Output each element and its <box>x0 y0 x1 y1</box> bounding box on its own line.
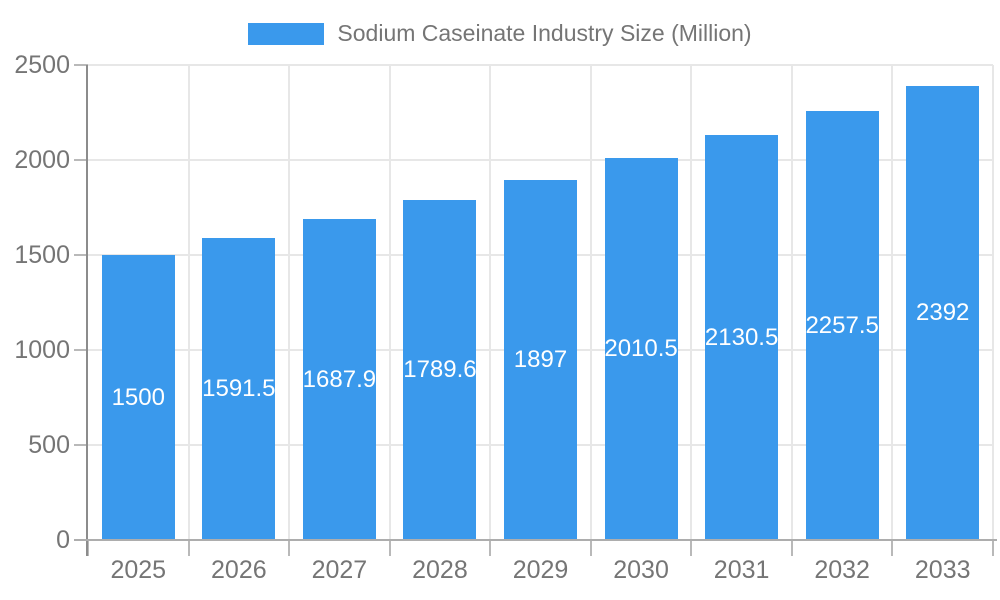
y-tick-label: 1000 <box>14 336 70 364</box>
x-tick-mark <box>187 540 190 556</box>
x-tick-mark <box>388 540 391 556</box>
y-tick-mark <box>74 349 88 351</box>
y-tick-label: 2500 <box>14 51 70 79</box>
x-tick-label: 2029 <box>512 556 569 584</box>
x-tick-mark <box>589 540 592 556</box>
x-tick-mark <box>87 540 89 556</box>
bar[interactable] <box>705 135 779 540</box>
x-tick-label: 2025 <box>110 556 167 584</box>
y-tick-label: 1500 <box>14 241 70 269</box>
x-tick-label: 2032 <box>814 556 870 584</box>
x-tick-mark <box>891 540 894 556</box>
x-tick-mark <box>790 540 793 556</box>
x-tick-label: 2028 <box>412 556 468 584</box>
gridline-horizontal <box>88 64 993 66</box>
gridline-vertical <box>891 65 894 540</box>
gridline-horizontal <box>88 159 993 161</box>
y-axis-line <box>86 65 88 556</box>
x-axis-line <box>74 539 997 541</box>
x-tick-label: 2027 <box>311 556 368 584</box>
y-tick-label: 500 <box>28 431 70 459</box>
gridline-vertical <box>589 65 592 540</box>
x-tick-mark <box>489 540 492 556</box>
bar[interactable] <box>403 200 477 540</box>
legend[interactable]: Sodium Caseinate Industry Size (Million) <box>0 20 1000 47</box>
y-tick-label: 2000 <box>14 146 70 174</box>
x-tick-label: 2026 <box>211 556 267 584</box>
gridline-vertical <box>790 65 793 540</box>
bar[interactable] <box>906 86 980 540</box>
gridline-vertical <box>690 65 693 540</box>
x-tick-label: 2033 <box>914 556 971 584</box>
x-tick-mark <box>690 540 693 556</box>
y-tick-mark <box>74 444 88 446</box>
gridline-vertical <box>388 65 391 540</box>
y-tick-mark <box>74 159 88 161</box>
bar[interactable] <box>302 219 376 540</box>
gridline-vertical <box>489 65 492 540</box>
legend-label: Sodium Caseinate Industry Size (Million) <box>337 20 752 46</box>
gridline-vertical <box>992 65 994 540</box>
bar[interactable] <box>504 180 577 540</box>
x-tick-label: 2031 <box>713 556 770 584</box>
bar[interactable] <box>604 158 678 540</box>
bar[interactable] <box>805 111 879 540</box>
y-tick-mark <box>74 64 88 66</box>
bar[interactable] <box>101 255 175 540</box>
x-tick-mark <box>992 540 994 556</box>
y-tick-mark <box>74 254 88 256</box>
x-tick-label: 2030 <box>613 556 669 584</box>
x-tick-mark <box>288 540 291 556</box>
gridline-vertical <box>187 65 190 540</box>
bar[interactable] <box>202 238 276 540</box>
y-tick-label: 0 <box>56 526 70 554</box>
legend-swatch-icon <box>248 22 325 45</box>
gridline-vertical <box>288 65 291 540</box>
